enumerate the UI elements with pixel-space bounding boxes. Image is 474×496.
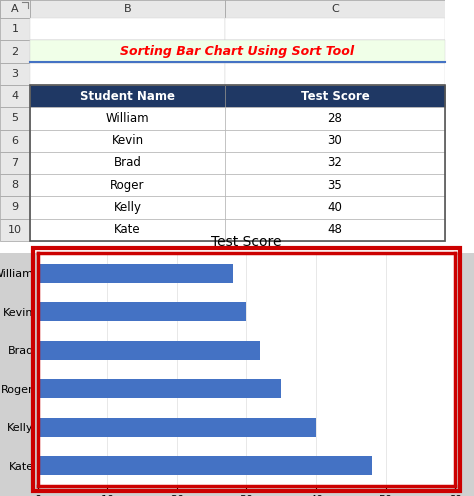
Text: C: C — [331, 4, 339, 14]
Bar — [0, 0, 30, 18]
Text: William: William — [106, 112, 149, 125]
Bar — [30, 85, 225, 107]
Bar — [30, 152, 225, 174]
Bar — [0, 0, 30, 18]
Bar — [0, 107, 30, 129]
Bar — [30, 196, 225, 219]
Bar — [225, 196, 445, 219]
Bar — [225, 174, 445, 196]
Text: 10: 10 — [8, 225, 22, 235]
Text: 5: 5 — [11, 114, 18, 124]
Bar — [225, 41, 445, 62]
Text: Kelly: Kelly — [113, 201, 142, 214]
Bar — [30, 196, 225, 219]
Bar — [30, 129, 225, 152]
Bar — [0, 85, 30, 107]
Bar — [225, 107, 445, 129]
Bar — [0, 152, 30, 174]
Bar — [225, 107, 445, 129]
Bar — [30, 107, 225, 129]
Bar — [30, 18, 225, 41]
Bar — [30, 85, 445, 241]
Bar — [0, 62, 30, 85]
Bar — [0, 41, 30, 62]
Bar — [225, 85, 445, 107]
Bar — [30, 107, 225, 129]
Bar — [445, 0, 474, 253]
Bar — [0, 18, 30, 41]
Text: Kate: Kate — [114, 223, 141, 236]
Bar — [38, 456, 372, 476]
Bar — [38, 263, 233, 283]
Bar — [225, 174, 445, 196]
Bar — [30, 174, 225, 196]
Text: A: A — [11, 4, 19, 14]
Bar — [38, 379, 281, 398]
Bar — [30, 129, 225, 152]
Text: 4: 4 — [11, 91, 18, 101]
Text: Brad: Brad — [114, 156, 141, 170]
Text: 7: 7 — [11, 158, 18, 168]
Bar — [30, 85, 225, 107]
Bar — [225, 219, 445, 241]
Bar — [30, 41, 225, 62]
Text: Student Name: Student Name — [80, 90, 175, 103]
Text: 8: 8 — [11, 180, 18, 190]
Bar — [225, 129, 445, 152]
Text: 30: 30 — [328, 134, 342, 147]
Bar — [0, 0, 474, 18]
Bar — [30, 0, 225, 18]
Bar — [225, 196, 445, 219]
Bar — [30, 219, 225, 241]
Bar — [225, 152, 445, 174]
Bar — [30, 41, 445, 62]
Text: Roger: Roger — [110, 179, 145, 191]
Text: 35: 35 — [328, 179, 342, 191]
Text: 48: 48 — [328, 223, 342, 236]
Bar — [30, 62, 225, 85]
Bar — [225, 152, 445, 174]
Text: 6: 6 — [11, 135, 18, 146]
Bar — [0, 196, 30, 219]
Bar — [225, 129, 445, 152]
Bar — [0, 129, 30, 152]
Text: 1: 1 — [11, 24, 18, 34]
Text: 9: 9 — [11, 202, 18, 212]
Bar — [38, 418, 316, 437]
Bar — [0, 219, 30, 241]
Bar — [225, 62, 445, 85]
Text: 28: 28 — [328, 112, 342, 125]
Bar — [225, 219, 445, 241]
Text: B: B — [124, 4, 131, 14]
Bar — [225, 0, 445, 18]
Text: 3: 3 — [11, 69, 18, 79]
Bar — [225, 85, 445, 107]
Bar — [38, 302, 246, 321]
Bar — [30, 174, 225, 196]
Text: 32: 32 — [328, 156, 342, 170]
Bar — [30, 152, 225, 174]
Title: Test Score: Test Score — [211, 235, 282, 249]
Bar — [225, 18, 445, 41]
Bar — [30, 219, 225, 241]
Text: 2: 2 — [11, 47, 18, 57]
Text: Sorting Bar Chart Using Sort Tool: Sorting Bar Chart Using Sort Tool — [120, 45, 355, 58]
Text: Kevin: Kevin — [111, 134, 144, 147]
Text: 40: 40 — [328, 201, 342, 214]
Bar — [38, 341, 260, 360]
Bar — [0, 174, 30, 196]
Text: Test Score: Test Score — [301, 90, 369, 103]
